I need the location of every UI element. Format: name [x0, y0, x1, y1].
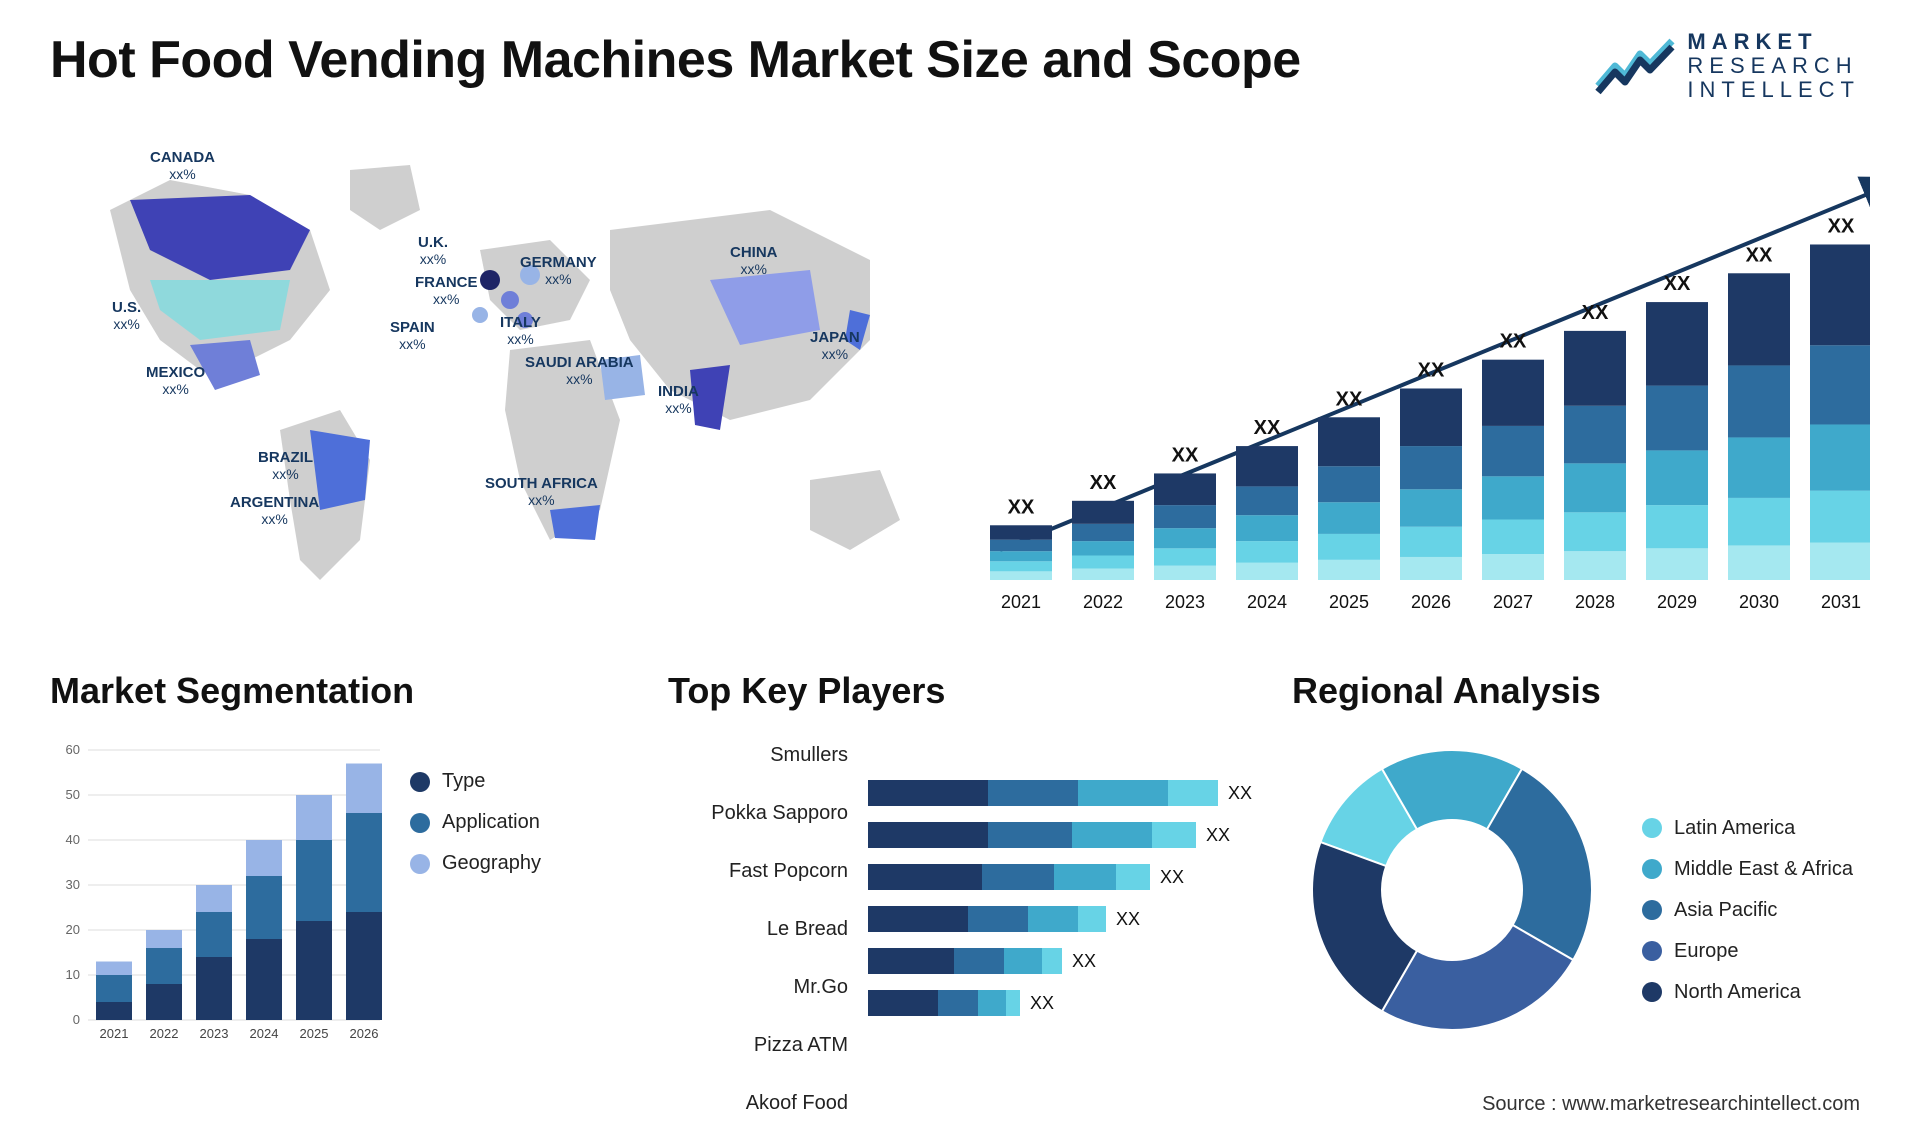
world-map-panel: CANADAxx% U.S.xx% MEXICOxx% BRAZILxx% ARGENT… [50, 120, 910, 640]
map-label-u-s-: U.S.xx% [112, 300, 141, 332]
svg-text:30: 30 [66, 877, 80, 892]
map-label-japan: JAPANxx% [810, 330, 860, 362]
svg-text:2024: 2024 [1247, 592, 1287, 612]
player-name: Smullers [668, 734, 848, 776]
player-bar-row: XX [868, 898, 1252, 940]
segmentation-panel: Market Segmentation 0 10 20 30 40 50 60 2021 202… [50, 670, 628, 1080]
regional-donut [1292, 730, 1612, 1050]
legend-item: Middle East & Africa [1642, 858, 1853, 881]
svg-text:2028: 2028 [1575, 592, 1615, 612]
svg-text:10: 10 [66, 967, 80, 982]
logo: MARKET RESEARCH INTELLECT [1595, 30, 1860, 103]
svg-text:2022: 2022 [1083, 592, 1123, 612]
svg-text:XX: XX [1664, 273, 1691, 295]
source-text: Source : www.marketresearchintellect.com [1482, 1093, 1860, 1116]
svg-text:0: 0 [73, 1012, 80, 1027]
player-bar-row: XX [868, 940, 1252, 982]
players-bars: XXXXXXXXXXXX [868, 730, 1252, 1124]
players-title: Top Key Players [668, 670, 1252, 712]
legend-item: Geography [410, 852, 541, 875]
svg-text:40: 40 [66, 832, 80, 847]
regional-legend: Latin America Middle East & Africa Asia Pa… [1642, 777, 1853, 1004]
player-bar-row: XX [868, 772, 1252, 814]
map-label-brazil: BRAZILxx% [258, 450, 313, 482]
segmentation-title: Market Segmentation [50, 670, 628, 712]
map-label-india: INDIAxx% [658, 384, 699, 416]
svg-text:XX: XX [1828, 215, 1855, 237]
legend-item: Latin America [1642, 817, 1853, 840]
svg-text:XX: XX [1090, 472, 1117, 494]
player-name: Pizza ATM [668, 1024, 848, 1066]
svg-text:50: 50 [66, 787, 80, 802]
map-label-germany: GERMANYxx% [520, 255, 597, 287]
player-name: Mr.Go [668, 966, 848, 1008]
svg-text:2021: 2021 [1001, 592, 1041, 612]
svg-text:2023: 2023 [1165, 592, 1205, 612]
svg-text:XX: XX [1008, 496, 1035, 518]
players-panel: Top Key Players Smullers Pokka Sapporo Fas… [668, 670, 1252, 1080]
svg-text:2025: 2025 [1329, 592, 1369, 612]
regional-panel: Regional Analysis Latin America Middle Ea… [1292, 670, 1870, 1080]
map-label-mexico: MEXICOxx% [146, 365, 205, 397]
map-label-argentina: ARGENTINAxx% [230, 495, 319, 527]
map-label-saudi-arabia: SAUDI ARABIAxx% [525, 355, 634, 387]
player-bar-row: XX [868, 814, 1252, 856]
player-name: Le Bread [668, 908, 848, 950]
svg-text:2023: 2023 [200, 1026, 229, 1041]
svg-text:60: 60 [66, 742, 80, 757]
map-label-france: FRANCExx% [415, 275, 478, 307]
legend-item: Application [410, 811, 541, 834]
logo-text: MARKET RESEARCH INTELLECT [1687, 30, 1860, 103]
logo-icon [1595, 36, 1675, 96]
player-name: Fast Popcorn [668, 850, 848, 892]
map-label-canada: CANADAxx% [150, 150, 215, 182]
map-label-u-k-: U.K.xx% [418, 235, 448, 267]
svg-text:2022: 2022 [150, 1026, 179, 1041]
regional-title: Regional Analysis [1292, 670, 1870, 712]
map-label-italy: ITALYxx% [500, 315, 541, 347]
map-label-china: CHINAxx% [730, 245, 778, 277]
legend-item: Asia Pacific [1642, 899, 1853, 922]
segmentation-chart: 0 10 20 30 40 50 60 2021 2022 2023 2024 2025 2026 [50, 730, 390, 1050]
svg-text:2026: 2026 [350, 1026, 379, 1041]
player-name: Pokka Sapporo [668, 792, 848, 834]
player-name: Akoof Food [668, 1082, 848, 1124]
svg-text:2031: 2031 [1821, 592, 1861, 612]
svg-text:XX: XX [1254, 417, 1281, 439]
svg-text:XX: XX [1746, 244, 1773, 266]
svg-text:2030: 2030 [1739, 592, 1779, 612]
svg-text:2029: 2029 [1657, 592, 1697, 612]
legend-item: North America [1642, 981, 1853, 1004]
svg-text:2026: 2026 [1411, 592, 1451, 612]
segmentation-legend: Type Application Geography [410, 730, 541, 1050]
legend-item: Europe [1642, 940, 1853, 963]
players-names: Smullers Pokka Sapporo Fast Popcorn Le Brea… [668, 730, 848, 1124]
map-label-south-africa: SOUTH AFRICAxx% [485, 476, 598, 508]
player-bar-row: XX [868, 982, 1252, 1024]
svg-text:XX: XX [1418, 359, 1445, 381]
svg-text:2024: 2024 [250, 1026, 279, 1041]
svg-text:XX: XX [1582, 302, 1609, 324]
svg-text:XX: XX [1172, 444, 1199, 466]
main-bar-chart: XX 2021 XX 2022 XX 2023 XX 2024 XX 2025 XX 2026 XX 20… [950, 120, 1870, 640]
svg-text:XX: XX [1500, 331, 1527, 353]
legend-item: Type [410, 770, 541, 793]
svg-text:20: 20 [66, 922, 80, 937]
player-bar-row: XX [868, 856, 1252, 898]
svg-text:XX: XX [1336, 388, 1363, 410]
map-label-spain: SPAINxx% [390, 320, 435, 352]
svg-text:2025: 2025 [300, 1026, 329, 1041]
svg-text:2027: 2027 [1493, 592, 1533, 612]
svg-text:2021: 2021 [100, 1026, 129, 1041]
player-bar-row [868, 730, 1252, 772]
